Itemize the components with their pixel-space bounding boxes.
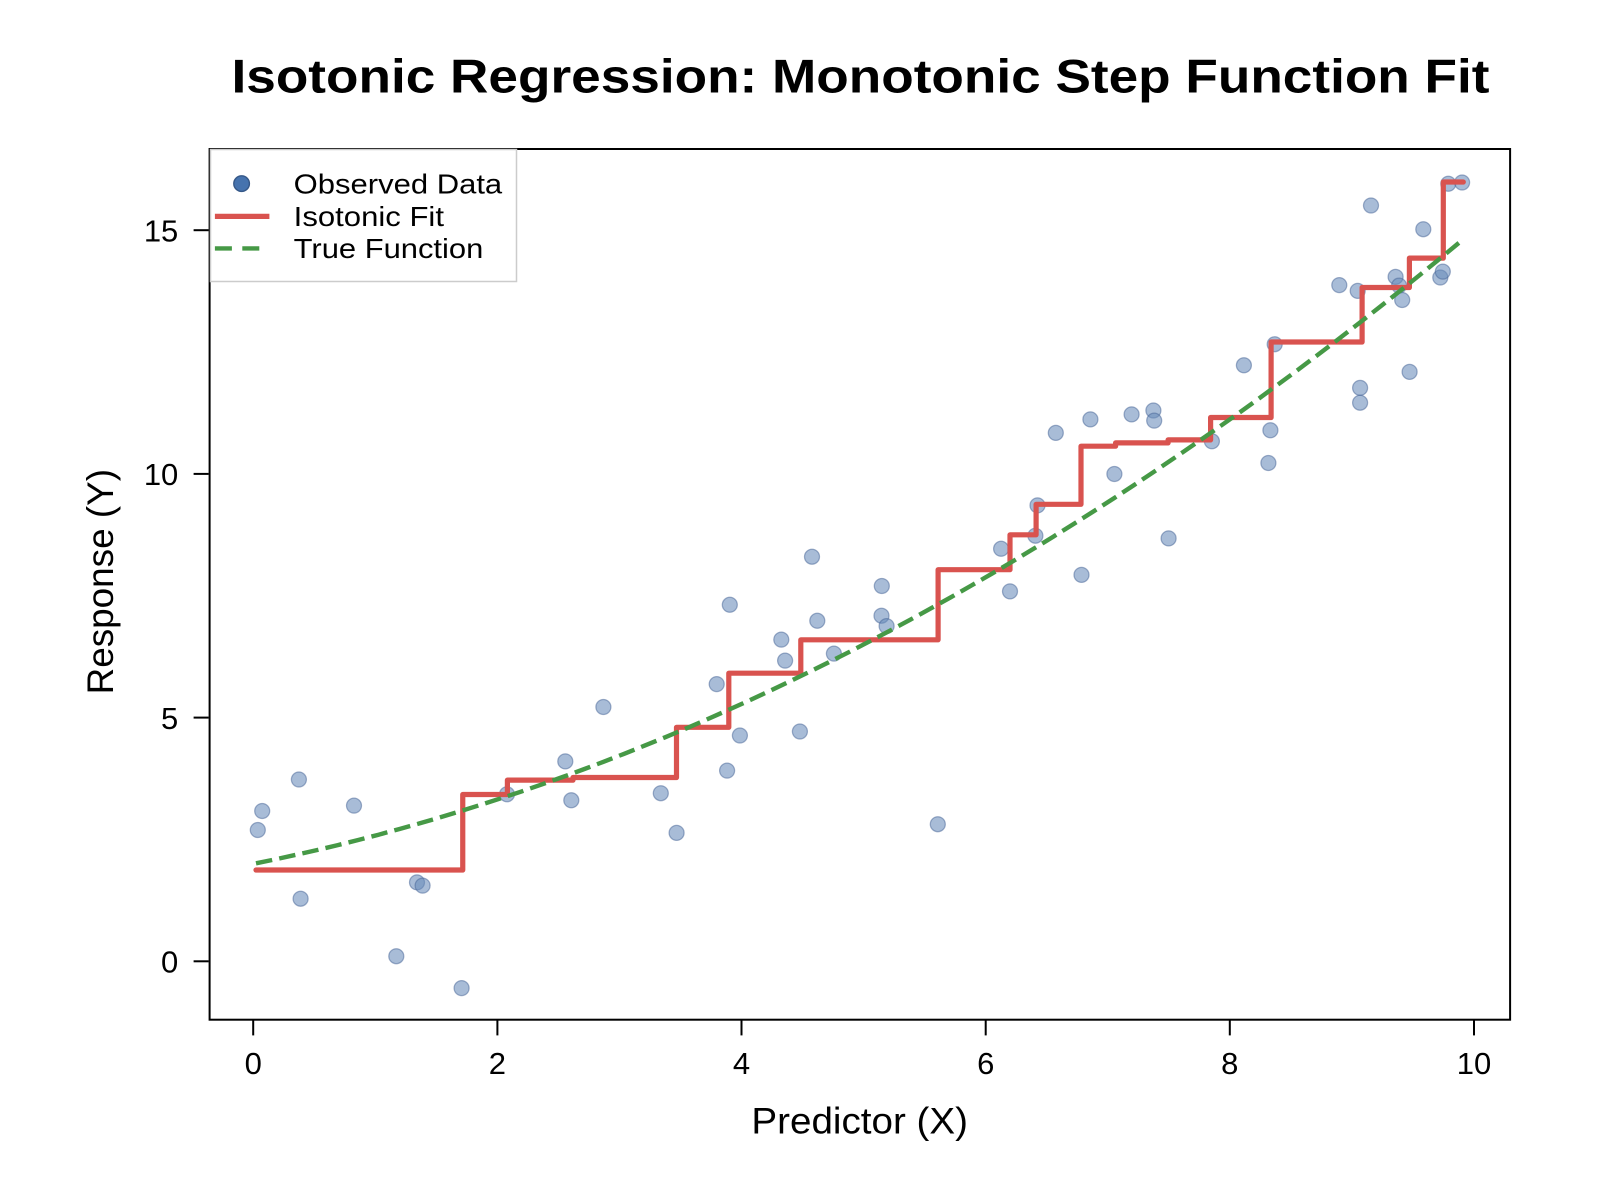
svg-text:10: 10: [144, 457, 178, 492]
svg-text:10: 10: [1457, 1046, 1491, 1081]
svg-text:5: 5: [161, 701, 178, 736]
svg-text:Isotonic Regression: Monotonic: Isotonic Regression: Monotonic Step Func…: [232, 50, 1490, 103]
svg-text:6: 6: [977, 1046, 994, 1081]
svg-text:8: 8: [1221, 1046, 1238, 1081]
svg-text:Response (Y): Response (Y): [80, 469, 121, 694]
svg-text:15: 15: [144, 213, 178, 248]
svg-text:Observed Data: Observed Data: [294, 169, 503, 200]
svg-text:2: 2: [489, 1046, 506, 1081]
svg-text:0: 0: [245, 1046, 262, 1081]
svg-text:Predictor (X): Predictor (X): [751, 1100, 968, 1141]
svg-text:True Function: True Function: [294, 233, 484, 264]
svg-text:0: 0: [161, 945, 178, 980]
svg-text:4: 4: [733, 1046, 750, 1081]
svg-text:Isotonic Fit: Isotonic Fit: [294, 201, 445, 232]
